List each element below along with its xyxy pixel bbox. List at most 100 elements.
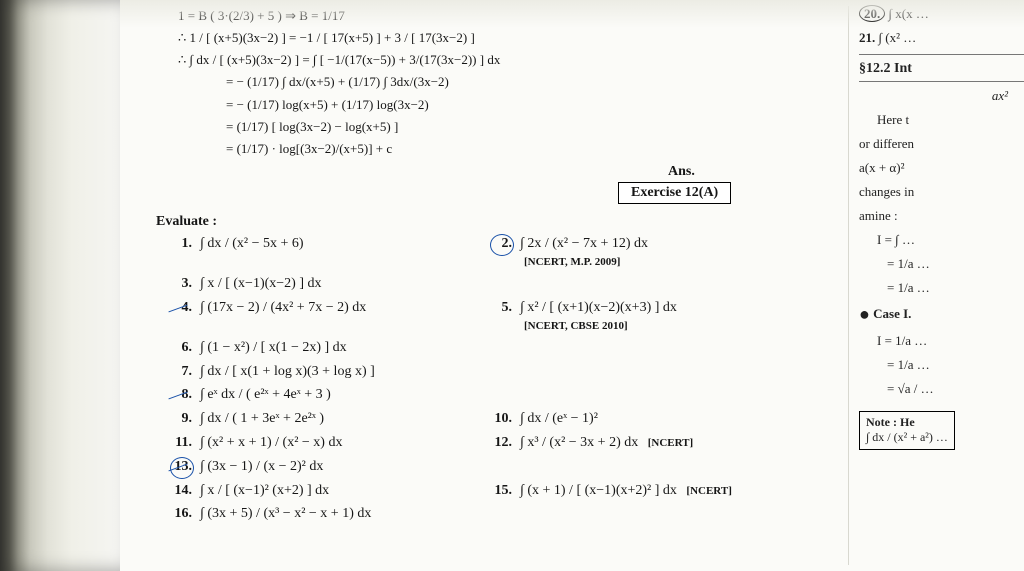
problem: 7. ∫ dx / [ x(1 + log x)(3 + log x) ] xyxy=(166,364,486,381)
derivation-line: ∴ ∫ dx / [ (x+5)(3x−2) ] = ∫ [ −1/(17(x−… xyxy=(178,50,848,70)
side-problem: 20. ∫ x(x … xyxy=(859,6,1024,22)
side-line: = 1/a … xyxy=(859,357,1024,373)
side-problem: 21. ∫ (x² … xyxy=(859,30,1024,46)
problem-spacer xyxy=(486,506,836,523)
side-line: I = 1/a … xyxy=(859,333,1024,349)
problem-expression: ∫ x / [ (x−1)² (x+2) ] dx xyxy=(200,483,329,500)
problem: 8. ∫ eˣ dx / ( e²ˣ + 4eˣ + 3 ) xyxy=(166,387,486,404)
problem-expression: ∫ eˣ dx / ( e²ˣ + 4eˣ + 3 ) xyxy=(200,387,331,404)
problem: 11. ∫ (x² + x + 1) / (x² − x) dx xyxy=(166,435,486,452)
problem-expression: ∫ dx / [ x(1 + log x)(3 + log x) ] xyxy=(200,364,375,381)
case-label: Case I. xyxy=(873,306,911,321)
expr-text: ∫ 2x / (x² − 7x + 12) dx xyxy=(520,236,648,251)
divider xyxy=(859,81,1024,82)
derivation-line: 1 = B ( 3·(2/3) + 5 ) ⇒ B = 1/17 xyxy=(178,6,848,26)
problem-spacer xyxy=(486,276,836,293)
problem-number: 6. xyxy=(166,340,192,356)
problem: 4. ∫ (17x − 2) / (4x² + 7x − 2) dx xyxy=(166,300,486,333)
problem: 13. ∫ (3x − 1) / (x − 2)² dx xyxy=(166,459,486,476)
problem-source: [NCERT] xyxy=(648,437,693,449)
problem-number: 11. xyxy=(166,435,192,451)
problem-number: 8. xyxy=(166,387,192,403)
problem-number: 4. xyxy=(166,300,192,316)
problem-expression: ∫ dx / (x² − 5x + 6) xyxy=(200,236,304,253)
problem-source: [NCERT] xyxy=(686,485,731,497)
problem-expression: ∫ dx / (eˣ − 1)² xyxy=(520,411,598,428)
problem-number: 9. xyxy=(166,411,192,427)
problem: 2. ∫ 2x / (x² − 7x + 12) dx [NCERT, M.P.… xyxy=(486,236,836,269)
side-line: ax² xyxy=(859,88,1024,104)
side-expr: ∫ x(x … xyxy=(889,6,929,21)
problem-expression: ∫ (3x − 1) / (x − 2)² dx xyxy=(200,459,323,476)
side-number: 21. xyxy=(859,30,875,45)
problem: 14. ∫ x / [ (x−1)² (x+2) ] dx xyxy=(166,483,486,500)
derivation-line: = − (1/17) ∫ dx/(x+5) + (1/17) ∫ 3dx/(3x… xyxy=(178,72,848,92)
problem-number: 12. xyxy=(486,435,512,451)
note-heading: Note : He xyxy=(866,415,948,430)
side-number: 20. xyxy=(859,5,885,22)
problem-expression: ∫ x² / [ (x+1)(x−2)(x+3) ] dx [NCERT, CB… xyxy=(520,300,677,333)
note-integral: ∫ dx / (x² + a²) … xyxy=(866,430,948,445)
side-line: Here t xyxy=(859,112,1024,128)
problem-expression: ∫ 2x / (x² − 7x + 12) dx [NCERT, M.P. 20… xyxy=(520,236,648,269)
side-case-heading: ● Case I. xyxy=(859,304,1024,325)
problem-number: 14. xyxy=(166,483,192,499)
problem-number: 1. xyxy=(166,236,192,252)
problem-number: 2. xyxy=(486,236,512,252)
problem-list: 1. ∫ dx / (x² − 5x + 6) 2. ∫ 2x / (x² − … xyxy=(148,236,848,530)
exercise-heading: Exercise 12(A) xyxy=(618,182,731,204)
problem-spacer xyxy=(486,340,836,357)
derivation-line: = (1/17) · log[(3x−2)/(x+5)] + c xyxy=(178,139,848,159)
problem-number: 5. xyxy=(486,300,512,316)
problem-expression: ∫ (17x − 2) / (4x² + 7x − 2) dx xyxy=(200,300,366,317)
expr-text: ∫ x² / [ (x+1)(x−2)(x+3) ] dx xyxy=(520,300,677,315)
problem-number: 3. xyxy=(166,276,192,292)
problem: 10. ∫ dx / (eˣ − 1)² xyxy=(486,411,836,428)
side-line: = 1/a … xyxy=(859,280,1024,296)
page: 1 = B ( 3·(2/3) + 5 ) ⇒ B = 1/17 ∴ 1 / [… xyxy=(120,0,1024,571)
side-line: amine : xyxy=(859,208,1024,224)
divider xyxy=(859,54,1024,55)
problem: 15. ∫ (x + 1) / [ (x−1)(x+2)² ] dx [NCER… xyxy=(486,483,836,500)
note-box: Note : He ∫ dx / (x² + a²) … xyxy=(859,411,955,450)
problem: 9. ∫ dx / ( 1 + 3eˣ + 2e²ˣ ) xyxy=(166,411,486,428)
problem-number: 15. xyxy=(486,483,512,499)
side-line: I = ∫ … xyxy=(859,232,1024,248)
side-line: changes in xyxy=(859,184,1024,200)
problem-expression: ∫ (1 − x²) / [ x(1 − 2x) ] dx xyxy=(200,340,347,357)
problem-number: 13. xyxy=(166,459,192,475)
answer-label: Ans. xyxy=(668,164,695,180)
derivation-block: 1 = B ( 3·(2/3) + 5 ) ⇒ B = 1/17 ∴ 1 / [… xyxy=(148,6,848,159)
expr-text: ∫ x³ / (x² − 3x + 2) dx xyxy=(520,435,638,450)
problem-expression: ∫ (x² + x + 1) / (x² − x) dx xyxy=(200,435,342,452)
problem-source: [NCERT, M.P. 2009] xyxy=(524,256,648,269)
bullet-icon: ● xyxy=(859,304,870,324)
problem-spacer xyxy=(486,387,836,404)
problem: 16. ∫ (3x + 5) / (x³ − x² − x + 1) dx xyxy=(166,506,486,523)
book-binding xyxy=(0,0,120,571)
side-expr: ∫ (x² … xyxy=(879,30,917,45)
problem-number: 16. xyxy=(166,506,192,522)
problem-spacer xyxy=(486,364,836,381)
problem-expression: ∫ (x + 1) / [ (x−1)(x+2)² ] dx [NCERT] xyxy=(520,483,732,500)
problem: 1. ∫ dx / (x² − 5x + 6) xyxy=(166,236,486,269)
problem-spacer xyxy=(486,459,836,476)
problem-expression: ∫ (3x + 5) / (x³ − x² − x + 1) dx xyxy=(200,506,371,523)
problem-number: 7. xyxy=(166,364,192,380)
problem: 12. ∫ x³ / (x² − 3x + 2) dx [NCERT] xyxy=(486,435,836,452)
problem-source: [NCERT, CBSE 2010] xyxy=(524,320,677,333)
problem: 6. ∫ (1 − x²) / [ x(1 − 2x) ] dx xyxy=(166,340,486,357)
side-line: = √a / … xyxy=(859,381,1024,397)
problem: 5. ∫ x² / [ (x+1)(x−2)(x+3) ] dx [NCERT,… xyxy=(486,300,836,333)
problem: 3. ∫ x / [ (x−1)(x−2) ] dx xyxy=(166,276,486,293)
problem-expression: ∫ x / [ (x−1)(x−2) ] dx xyxy=(200,276,322,293)
side-section-heading: §12.2 Int xyxy=(859,61,1024,77)
derivation-line: ∴ 1 / [ (x+5)(3x−2) ] = −1 / [ 17(x+5) ]… xyxy=(178,28,848,48)
side-line: or differen xyxy=(859,136,1024,152)
derivation-line: = (1/17) [ log(3x−2) − log(x+5) ] xyxy=(178,117,848,137)
problem-expression: ∫ x³ / (x² − 3x + 2) dx [NCERT] xyxy=(520,435,693,452)
expr-text: ∫ (x + 1) / [ (x−1)(x+2)² ] dx xyxy=(520,483,677,498)
side-line: = 1/a … xyxy=(859,256,1024,272)
side-column: 20. ∫ x(x … 21. ∫ (x² … §12.2 Int ax² He… xyxy=(848,6,1024,565)
problem-number: 10. xyxy=(486,411,512,427)
